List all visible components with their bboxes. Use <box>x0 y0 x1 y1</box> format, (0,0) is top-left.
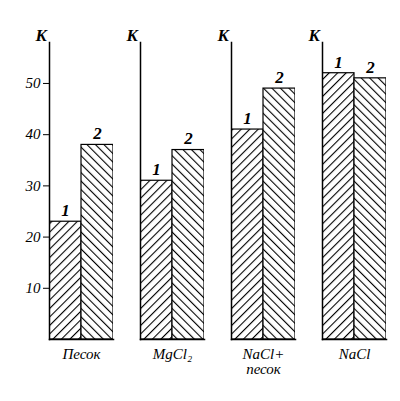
svg-text:10: 10 <box>26 280 42 296</box>
svg-text:2: 2 <box>183 129 193 148</box>
svg-text:K: K <box>308 26 322 45</box>
svg-text:50: 50 <box>26 75 42 91</box>
svg-text:NaCl+песок: NaCl+песок <box>242 346 285 377</box>
svg-text:2: 2 <box>92 124 102 143</box>
svg-text:2: 2 <box>365 58 375 77</box>
svg-text:20: 20 <box>26 229 42 245</box>
svg-text:Песок: Песок <box>61 346 101 362</box>
svg-text:K: K <box>35 26 49 45</box>
svg-text:40: 40 <box>26 126 42 142</box>
svg-text:1: 1 <box>152 160 161 179</box>
svg-text:1: 1 <box>243 109 252 128</box>
svg-text:K: K <box>217 26 231 45</box>
svg-text:1: 1 <box>334 53 343 72</box>
svg-text:MgCl₂: MgCl₂ <box>152 346 192 362</box>
svg-text:1: 1 <box>61 201 70 220</box>
svg-text:30: 30 <box>25 178 42 194</box>
svg-text:K: K <box>126 26 140 45</box>
svg-text:NaCl: NaCl <box>338 346 371 362</box>
svg-text:2: 2 <box>274 68 284 87</box>
